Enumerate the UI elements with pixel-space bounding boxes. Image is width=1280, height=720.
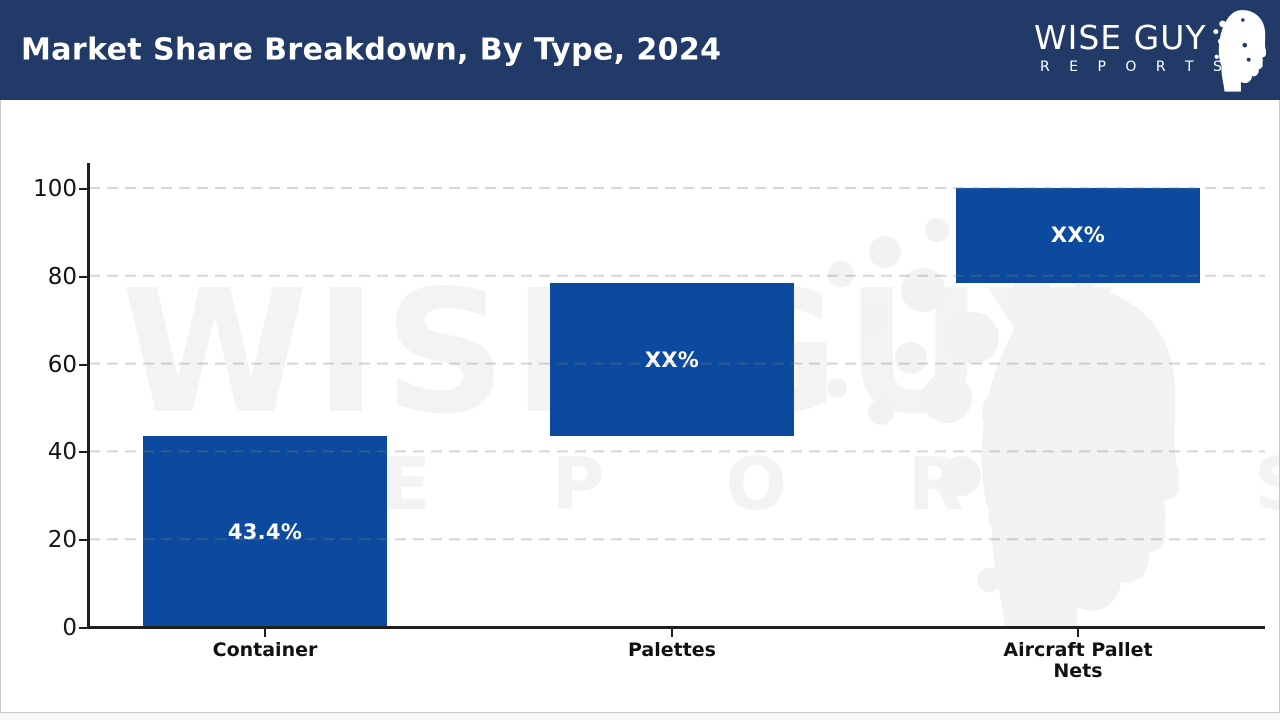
logo-text: WISE GUY R E P O R T S bbox=[1034, 18, 1230, 76]
wise-guy-reports-logo: WISE GUY R E P O R T S bbox=[1020, 4, 1268, 96]
y-tick-mark-40 bbox=[79, 451, 88, 454]
x-category-label-container: Container bbox=[212, 639, 318, 661]
y-tick-label-20: 20 bbox=[47, 527, 77, 554]
y-tick-label-0: 0 bbox=[62, 615, 77, 641]
logo-head-profile-icon bbox=[1213, 10, 1267, 92]
bar-value-label: 43.4% bbox=[227, 519, 303, 544]
y-tick-label-40: 40 bbox=[47, 439, 77, 466]
bar-aircraft-pallet-nets: XX% bbox=[956, 188, 1200, 283]
y-axis-line bbox=[87, 163, 90, 629]
bar-palettes: XX% bbox=[550, 282, 794, 437]
x-tick-mark-2 bbox=[671, 629, 673, 637]
bar-value-label: XX% bbox=[644, 347, 700, 372]
y-tick-mark-60 bbox=[79, 363, 88, 366]
x-category-label-palettes: Palettes bbox=[628, 639, 716, 661]
y-tick-mark-20 bbox=[79, 539, 88, 542]
bar-container: 43.4% bbox=[143, 436, 387, 627]
x-tick-mark-1 bbox=[264, 629, 266, 637]
header-bar: Market Share Breakdown, By Type, 2024 WI… bbox=[0, 0, 1280, 100]
page-title: Market Share Breakdown, By Type, 2024 bbox=[21, 32, 722, 68]
x-tick-mark-3 bbox=[1077, 629, 1079, 637]
chart-area: WISE GUY R E P O R T S 0 20 40 60 80 100 43.4%… bbox=[0, 100, 1280, 713]
logo-wordmark: WISE GUY bbox=[1034, 18, 1207, 57]
y-tick-label-60: 60 bbox=[47, 351, 77, 378]
bar-value-label: XX% bbox=[1050, 223, 1106, 248]
y-tick-mark-0 bbox=[79, 627, 88, 629]
x-axis-line bbox=[87, 626, 1265, 629]
y-tick-label-80: 80 bbox=[47, 263, 77, 290]
x-category-label-aircraft-pallet-nets: Aircraft Pallet Nets bbox=[1003, 639, 1153, 682]
logo-subtitle: R E P O R T S bbox=[1040, 59, 1230, 75]
y-tick-mark-80 bbox=[79, 275, 88, 278]
y-tick-mark-100 bbox=[79, 188, 88, 190]
y-tick-label-100: 100 bbox=[33, 176, 77, 202]
